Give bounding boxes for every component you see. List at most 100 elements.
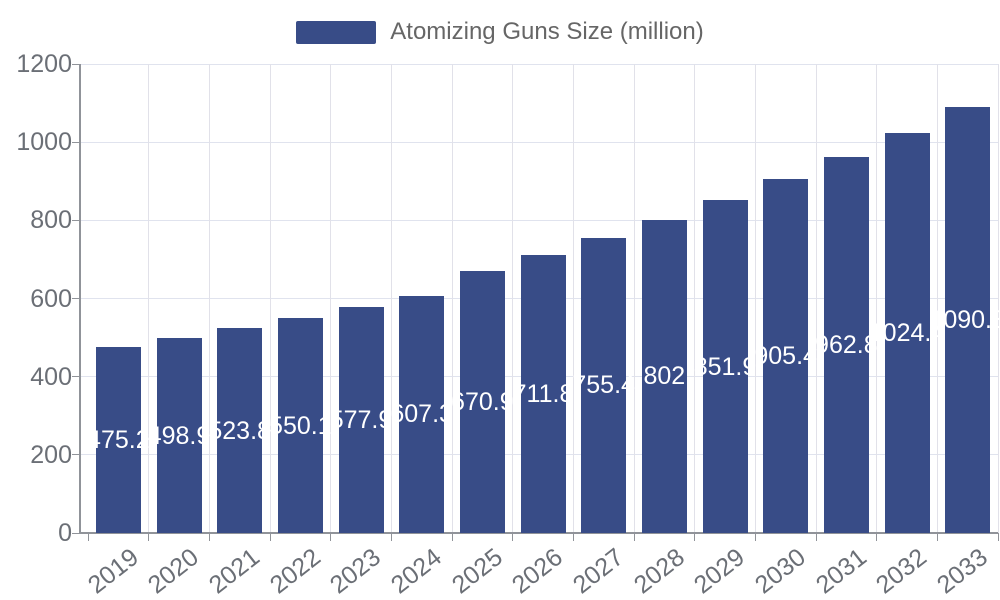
bar-value-label-2026: 711.8 — [513, 379, 574, 409]
y-axis-line — [79, 64, 81, 533]
bar-value-text: 607.3 — [390, 400, 453, 429]
bar-2024[interactable] — [399, 295, 445, 533]
x-tick-label-2021: 2021 — [203, 543, 265, 600]
legend-swatch-icon[interactable] — [296, 20, 377, 44]
y-axis-tick — [72, 532, 80, 534]
y-axis-tick — [72, 141, 80, 143]
bar-value-label-2019: 475.2 — [87, 425, 150, 455]
x-gridline — [148, 64, 150, 533]
y-gridline — [80, 219, 998, 221]
bar-2027[interactable] — [581, 237, 627, 533]
y-axis-tick — [72, 376, 80, 378]
bar-2028[interactable] — [641, 219, 687, 533]
bar-2029[interactable] — [702, 200, 748, 533]
x-tick-label-2031: 2031 — [810, 543, 872, 600]
bar-value-text: 498.9 — [147, 421, 211, 450]
x-axis-tick — [148, 533, 150, 541]
bar-2026[interactable] — [520, 254, 566, 533]
x-axis-tick — [572, 533, 574, 541]
bar-value-label-2020: 498.9 — [148, 421, 211, 451]
x-tick-label-2030: 2030 — [749, 543, 811, 600]
x-gridline — [694, 64, 696, 533]
x-gridline — [997, 64, 999, 533]
bar-value-text: 550.1 — [269, 411, 332, 440]
y-tick-label: 1000 — [16, 128, 72, 157]
bar-value-label-2022: 550.1 — [269, 411, 332, 441]
bar-value-label-2023: 577.9 — [330, 405, 393, 435]
legend-label[interactable]: Atomizing Guns Size (million) — [390, 18, 704, 45]
legend[interactable]: Atomizing Guns Size (million) — [0, 18, 1000, 46]
x-tick-label-2028: 2028 — [628, 543, 690, 600]
x-axis-tick — [694, 533, 696, 541]
y-tick-label: 400 — [30, 362, 72, 391]
x-axis-tick — [451, 533, 453, 541]
bar-2031[interactable] — [823, 156, 869, 533]
bar-2021[interactable] — [217, 328, 263, 533]
x-gridline — [815, 64, 817, 533]
x-axis-tick — [512, 533, 514, 541]
bar-2025[interactable] — [459, 270, 505, 533]
bar-value-text: 851.9 — [693, 352, 757, 381]
x-tick-label-2025: 2025 — [446, 543, 508, 600]
y-axis-tick — [72, 219, 80, 221]
bar-2032[interactable] — [884, 132, 930, 533]
y-tick-label: 0 — [58, 519, 72, 547]
x-tick-label-2022: 2022 — [264, 543, 326, 600]
x-gridline — [876, 64, 878, 533]
x-tick-label-2019: 2019 — [82, 543, 144, 600]
y-axis-tick — [72, 63, 80, 65]
bar-value-label-2032: 1024.4 — [869, 318, 945, 348]
x-axis-tick — [997, 533, 999, 541]
bar-2033[interactable] — [945, 106, 991, 533]
x-axis-tick — [815, 533, 817, 541]
bar-2030[interactable] — [763, 179, 809, 533]
x-tick-label-2020: 2020 — [143, 543, 205, 600]
x-axis-tick — [390, 533, 392, 541]
bar-value-text: 577.9 — [329, 406, 393, 435]
x-axis-tick — [633, 533, 635, 541]
bar-value-label-2031: 962.8 — [815, 330, 878, 360]
bar-value-label-2025: 670.9 — [451, 387, 514, 417]
x-gridline — [330, 64, 332, 533]
x-gridline — [269, 64, 271, 533]
bar-value-text: 475.2 — [87, 426, 150, 455]
x-tick-label-2026: 2026 — [507, 543, 569, 600]
bar-value-text: 962.8 — [815, 330, 878, 359]
y-axis-tick — [72, 298, 80, 299]
x-axis-tick — [269, 533, 271, 541]
y-tick-label: 600 — [30, 284, 72, 313]
bar-value-text: 755.4 — [572, 371, 635, 400]
y-tick-label: 800 — [30, 206, 72, 235]
x-gridline — [451, 64, 453, 533]
bar-value-text: 802 — [643, 362, 686, 391]
bar-2020[interactable] — [156, 338, 202, 533]
bar-2019[interactable] — [95, 347, 141, 533]
x-axis-tick — [754, 533, 756, 541]
bar-value-label-2029: 851.9 — [694, 352, 757, 382]
bar-value-label-2024: 607.3 — [390, 399, 453, 429]
bar-value-text: 1090.3 — [929, 305, 1000, 334]
y-axis-tick — [72, 454, 80, 456]
x-gridline — [512, 64, 514, 533]
bar-2023[interactable] — [338, 307, 384, 533]
x-gridline — [572, 64, 574, 533]
bar-value-label-2028: 802 — [642, 361, 687, 391]
y-gridline — [80, 63, 998, 65]
y-tick-label: 200 — [30, 440, 72, 469]
bar-value-text: 711.8 — [512, 379, 574, 408]
bar-value-label-2021: 523.8 — [208, 416, 271, 446]
bar-value-text: 523.8 — [208, 416, 271, 445]
x-axis-tick — [330, 533, 332, 541]
x-gridline — [633, 64, 635, 533]
bar-value-label-2030: 905.4 — [754, 341, 817, 371]
x-gridline — [936, 64, 938, 533]
x-axis-tick — [87, 533, 89, 541]
x-tick-label-2023: 2023 — [325, 543, 387, 600]
x-gridline — [754, 64, 756, 533]
bar-2022[interactable] — [277, 318, 323, 533]
x-tick-label-2024: 2024 — [385, 543, 447, 600]
x-axis-tick — [208, 533, 210, 541]
x-tick-label-2027: 2027 — [567, 543, 629, 600]
x-gridline — [390, 64, 392, 533]
